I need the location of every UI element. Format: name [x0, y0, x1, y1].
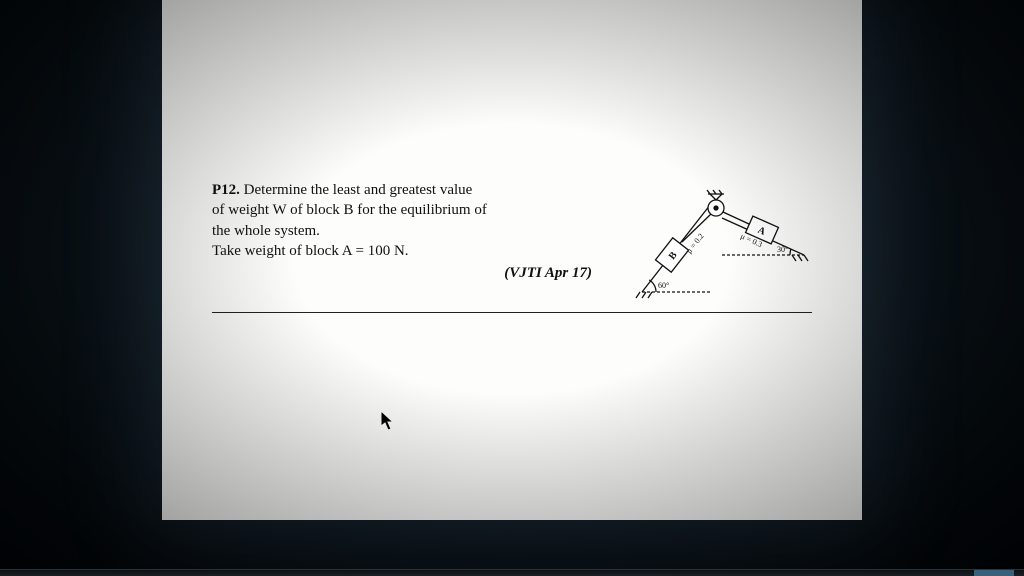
problem-line4-prefix: Take weight of block A =	[212, 243, 368, 259]
problem-line1: Determine the least and greatest value	[244, 182, 473, 198]
taskbar-item[interactable]	[974, 570, 1014, 576]
problem-weight-a: 100 N.	[368, 243, 409, 259]
problem-text: P12. Determine the least and greatest va…	[212, 180, 602, 283]
problem-number: P12.	[212, 182, 240, 198]
mu-b-label: μ = 0.2	[684, 232, 705, 256]
incline-diagram: 60° 30°	[622, 180, 812, 300]
problem-line3: the whole system.	[212, 223, 320, 239]
taskbar[interactable]	[0, 569, 1024, 576]
document-page: P12. Determine the least and greatest va…	[162, 0, 862, 520]
problem-row: P12. Determine the least and greatest va…	[212, 180, 812, 300]
angle-a-label: 30°	[777, 245, 788, 254]
problem-reference: (VJTI Apr 17)	[212, 263, 602, 283]
angle-b-label: 60°	[658, 281, 669, 290]
divider	[212, 312, 812, 313]
problem-line2: of weight W of block B for the equilibri…	[212, 202, 487, 218]
